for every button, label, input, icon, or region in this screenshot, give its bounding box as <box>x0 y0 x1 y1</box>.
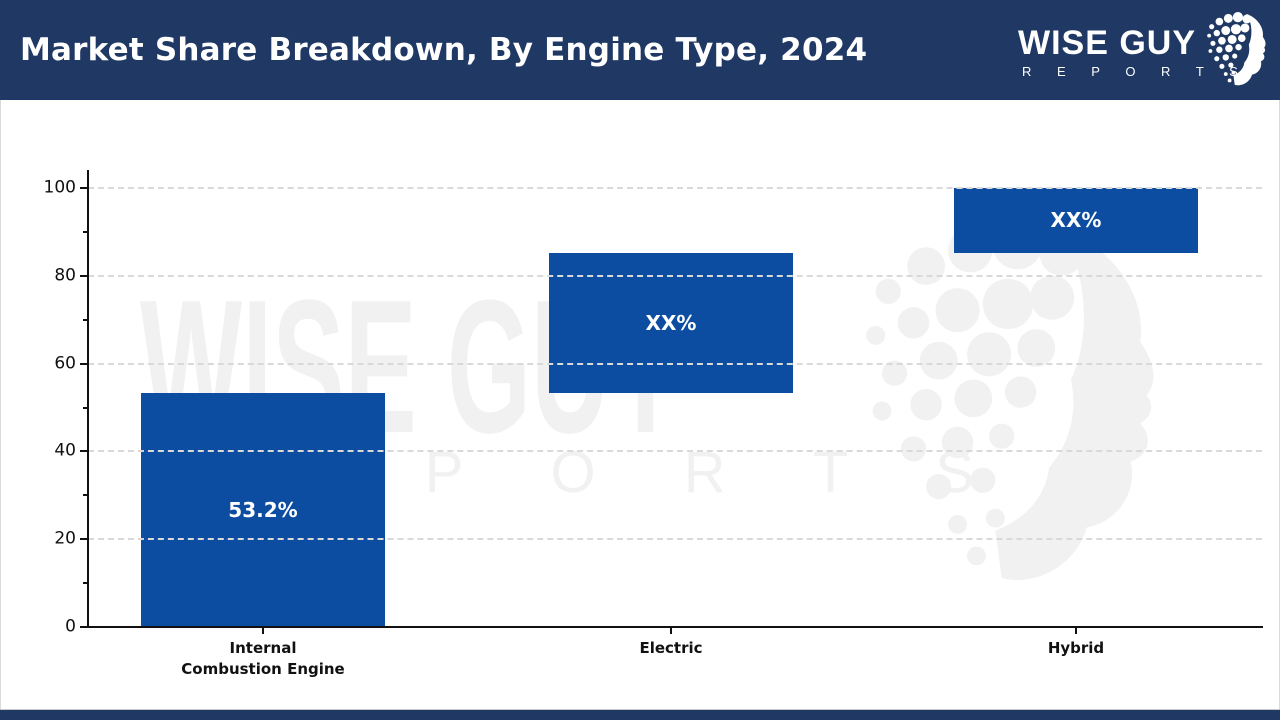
x-tick-label-electric: Electric <box>639 639 703 657</box>
bar-value-label: 53.2% <box>228 498 298 523</box>
page-title: Market Share Breakdown, By Engine Type, … <box>20 32 868 68</box>
x-tick-mark <box>1075 628 1077 634</box>
y-minor-tick-mark <box>83 230 87 233</box>
x-tick-mark <box>670 628 672 634</box>
gridline-80 <box>88 274 1262 277</box>
gridline-60 <box>88 362 1262 365</box>
footer-bar <box>0 710 1280 720</box>
x-tick-label-internal-combustion-engine: Internal Combustion Engine <box>181 639 345 678</box>
y-tick-label-80: 80 <box>54 265 76 286</box>
y-minor-tick-mark <box>83 318 87 321</box>
y-tick-mark <box>80 450 87 453</box>
header-bar: Market Share Breakdown, By Engine Type, … <box>0 0 1280 100</box>
y-axis-line <box>87 170 89 628</box>
bar-value-label: XX% <box>1050 208 1102 233</box>
y-minor-tick-mark <box>83 494 87 497</box>
y-tick-mark <box>80 274 87 277</box>
y-tick-label-0: 0 <box>65 616 76 637</box>
brand-logo: WISE GUY R E P O R T S <box>1018 0 1268 100</box>
gridline-20 <box>88 538 1262 541</box>
y-tick-label-100: 100 <box>43 177 76 198</box>
brand-reports-text: R E P O R T S <box>1022 64 1249 79</box>
y-tick-mark <box>80 626 87 628</box>
bar-value-label: XX% <box>645 311 697 336</box>
y-tick-label-20: 20 <box>54 528 76 549</box>
y-tick-label-60: 60 <box>54 353 76 374</box>
brand-wordmark: WISE GUY <box>1018 24 1197 62</box>
y-tick-mark <box>80 538 87 541</box>
x-tick-label-hybrid: Hybrid <box>1047 639 1105 657</box>
y-minor-tick-mark <box>83 406 87 409</box>
bar-internal-combustion-engine: 53.2% <box>141 393 385 627</box>
y-minor-tick-mark <box>83 582 87 585</box>
watermark-head-icon <box>838 222 1178 600</box>
y-tick-mark <box>80 187 87 189</box>
y-tick-label-40: 40 <box>54 440 76 461</box>
gridline-100 <box>88 187 1262 189</box>
footer-divider <box>0 709 1280 710</box>
gridline-40 <box>88 450 1262 453</box>
y-tick-mark <box>80 362 87 365</box>
x-tick-mark <box>262 628 264 634</box>
x-axis-line <box>87 626 1263 628</box>
bar-hybrid: XX% <box>954 188 1198 253</box>
